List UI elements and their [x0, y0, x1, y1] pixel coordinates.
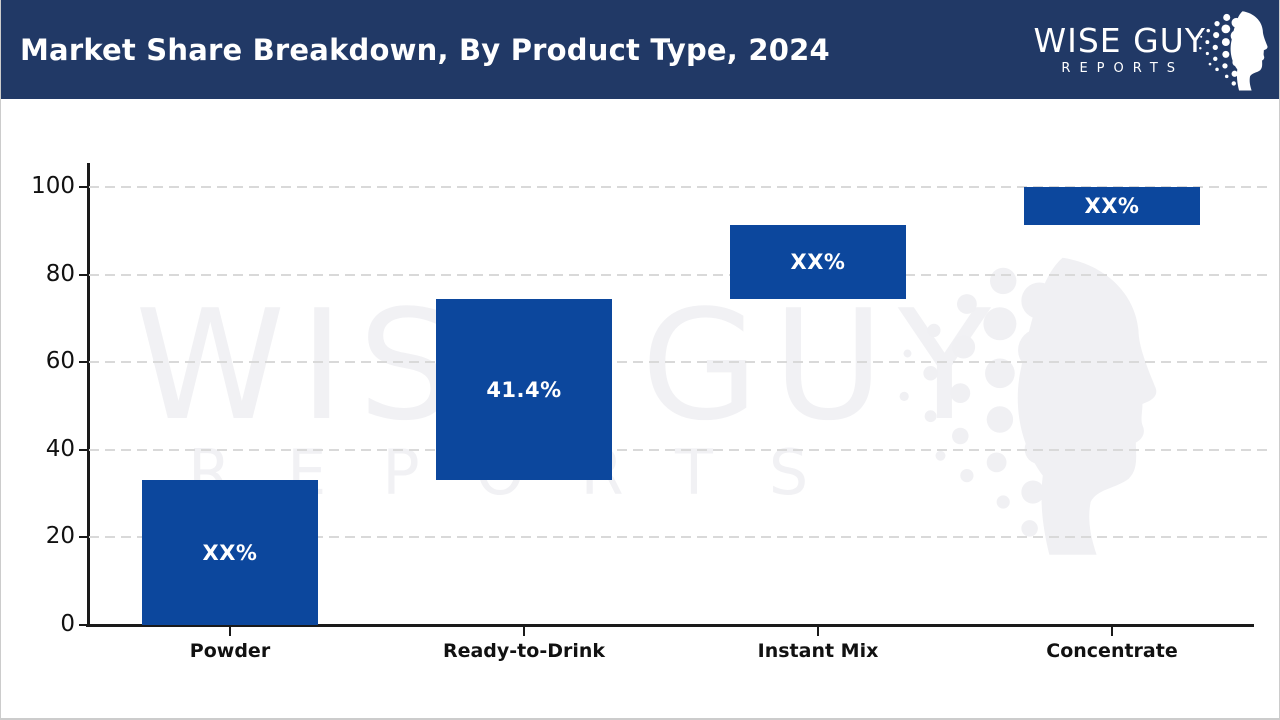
y-tick-20 — [79, 536, 88, 539]
bar-value-label: XX% — [1084, 193, 1140, 218]
x-tick-1 — [229, 627, 231, 636]
x-tick-4 — [1111, 627, 1113, 636]
y-tick-label-20: 20 — [45, 523, 75, 550]
bar-powder: XX% — [142, 480, 318, 625]
y-tick-40 — [79, 448, 88, 451]
y-tick-label-100: 100 — [31, 173, 75, 199]
gridline-80 — [89, 273, 1273, 276]
bar-value-label: 41.4% — [486, 377, 562, 402]
header-bar: Market Share Breakdown, By Product Type,… — [0, 0, 1280, 99]
x-category-label: Ready-to-Drink — [442, 640, 606, 662]
gridline-60 — [89, 361, 1273, 364]
bar-value-label: XX% — [790, 249, 846, 274]
logo-reports-text: REPORTS — [1061, 61, 1185, 76]
bar-instant-mix: XX% — [730, 224, 906, 300]
x-tick-2 — [523, 627, 525, 636]
logo-text: WISE GUY REPORTS — [1033, 24, 1206, 76]
y-tick-80 — [79, 273, 88, 276]
y-axis-line — [87, 163, 90, 627]
logo-wiseguy-text: WISE GUY — [1033, 21, 1206, 60]
y-tick-0 — [79, 624, 88, 626]
y-tick-60 — [79, 361, 88, 364]
gridline-40 — [89, 448, 1273, 451]
bar-ready-to-drink: 41.4% — [436, 299, 612, 481]
gridline-100 — [89, 186, 1273, 188]
wise-guy-reports-logo: WISE GUY REPORTS — [1020, 0, 1280, 99]
y-tick-label-60: 60 — [45, 348, 75, 375]
chart-title: Market Share Breakdown, By Product Type,… — [20, 33, 830, 67]
y-tick-label-80: 80 — [45, 260, 75, 287]
y-tick-label-0: 0 — [60, 611, 75, 637]
x-category-label: Instant Mix — [757, 640, 879, 662]
x-axis-line — [86, 624, 1254, 627]
x-category-label: Concentrate — [1046, 640, 1178, 662]
bar-concentrate: XX% — [1024, 187, 1200, 225]
x-tick-3 — [817, 627, 819, 636]
y-tick-label-40: 40 — [45, 435, 75, 462]
y-tick-100 — [79, 186, 88, 188]
logo-head-icon — [1199, 11, 1268, 91]
bar-value-label: XX% — [202, 540, 258, 565]
x-category-label: Powder — [189, 640, 271, 662]
gridline-20 — [89, 536, 1273, 539]
